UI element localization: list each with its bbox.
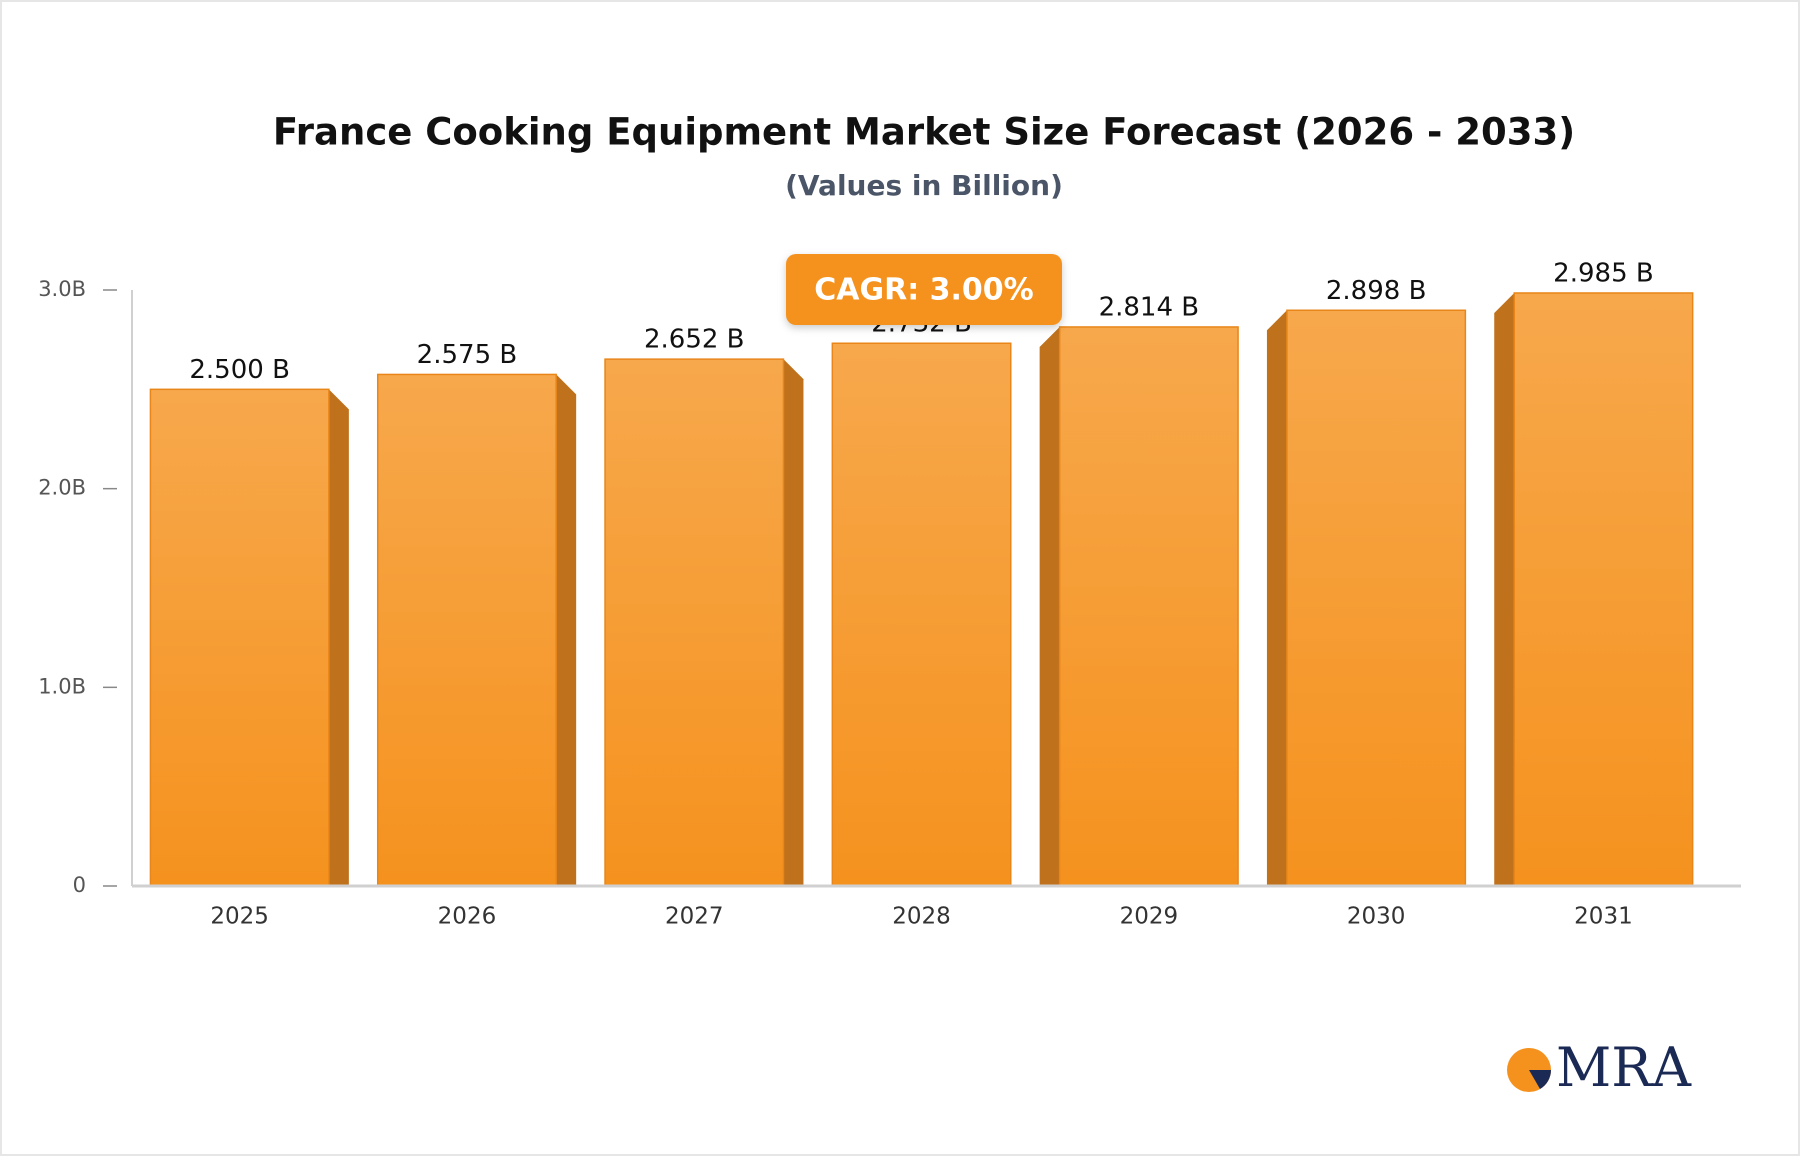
value-label: 2.814 B	[1099, 292, 1200, 322]
value-label: 2.898 B	[1326, 276, 1427, 306]
chart-subtitle: (Values in Billion)	[785, 169, 1063, 202]
bar	[1058, 326, 1239, 887]
bar	[1513, 292, 1694, 887]
logo: MRA	[1507, 1036, 1692, 1099]
logo-text: MRA	[1556, 1036, 1692, 1099]
bar-side	[328, 389, 349, 886]
bar	[604, 358, 785, 887]
bar	[376, 373, 557, 887]
cagr-badge	[786, 254, 1062, 325]
chart-title: France Cooking Equipment Market Size For…	[273, 111, 1575, 154]
plot: 0 1.0B 2.0B 3.0B 2025 2.500 B 2026 2.575 B 2027 2…	[38, 254, 1741, 930]
bar	[149, 388, 330, 887]
value-label: 2.500 B	[189, 355, 290, 385]
x-tick-label: 2027	[665, 904, 724, 930]
value-label: 2.652 B	[644, 325, 745, 355]
y-tick-label: 1.0B	[38, 674, 86, 698]
bar-side	[783, 359, 804, 886]
bar-side	[1266, 310, 1287, 886]
bar	[831, 342, 1012, 887]
y-tick-label: 0	[73, 873, 86, 897]
x-tick-label: 2030	[1347, 904, 1406, 930]
x-tick-label: 2031	[1574, 904, 1633, 930]
x-tick-label: 2025	[210, 904, 269, 930]
bar-side	[1494, 292, 1515, 887]
x-tick-label: 2026	[438, 904, 497, 930]
bar-side	[1039, 326, 1060, 886]
x-tick-label: 2028	[892, 904, 951, 930]
bar-side	[556, 374, 577, 886]
y-tick-label: 3.0B	[38, 277, 86, 301]
y-tick-label: 2.0B	[38, 476, 86, 500]
cagr-label: CAGR: 3.00%	[814, 273, 1033, 308]
bar	[1286, 309, 1467, 887]
value-label: 2.985 B	[1553, 258, 1654, 288]
x-tick-label: 2029	[1120, 904, 1179, 930]
logo-icon-slice	[1529, 1070, 1551, 1089]
value-label: 2.575 B	[417, 340, 518, 370]
